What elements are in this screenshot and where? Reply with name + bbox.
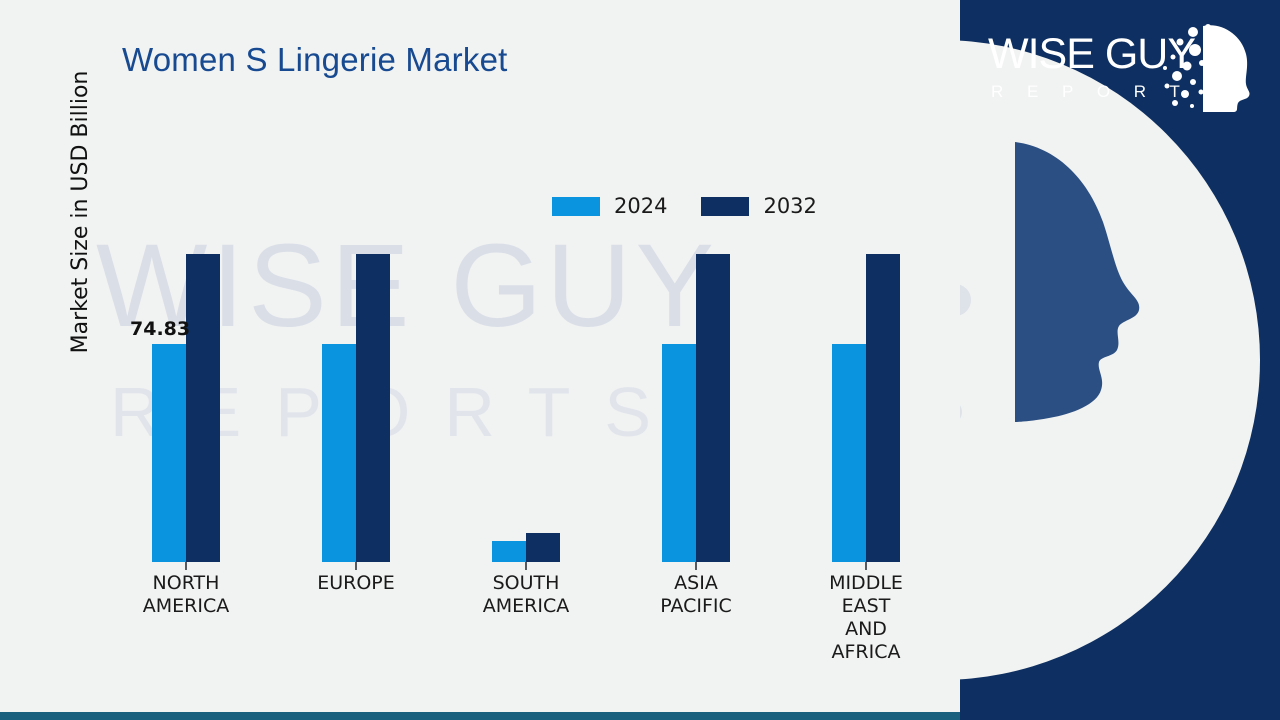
category-label-line: AND [845, 618, 887, 640]
bar-2032-north-america[interactable] [186, 254, 220, 562]
category-label-line: AFRICA [831, 641, 901, 663]
axis-tick [525, 562, 527, 570]
bottom-accent-strip [0, 712, 960, 720]
bar-2024-europe[interactable] [322, 344, 356, 562]
bar-2032-asia-pacific[interactable] [696, 254, 730, 562]
legend-item-2032[interactable]: 2032 [701, 194, 817, 218]
legend-label-2024: 2024 [614, 194, 668, 218]
bar-value-label: 74.83 [130, 318, 191, 340]
legend-swatch-2024 [552, 196, 600, 216]
brand-panel: WISE GUY R E P O R T S [960, 0, 1280, 720]
bar-2032-south-america[interactable] [526, 533, 560, 562]
legend-swatch-2032 [701, 196, 750, 216]
axis-tick [355, 562, 357, 570]
category-label-north-america: NORTH AMERICA [116, 572, 256, 618]
axis-tick [185, 562, 187, 570]
logo-face-icon [1163, 24, 1250, 112]
category-label-line: EAST [841, 595, 891, 617]
logo-wordmark: WISE GUY [988, 30, 1196, 78]
category-label-south-america: SOUTH AMERICA [456, 572, 596, 618]
category-label-europe: EUROPE [286, 572, 426, 595]
category-label-middle-east-and-africa: MIDDLE EAST AND AFRICA [796, 572, 936, 664]
axis-tick [695, 562, 697, 570]
category-label-line: EUROPE [317, 572, 395, 594]
page-title: Women S Lingerie Market [122, 41, 508, 78]
bar-2024-north-america[interactable] [152, 344, 186, 562]
head-silhouette-icon [1015, 142, 1140, 422]
category-label-line: PACIFIC [660, 595, 732, 617]
category-label-line: AMERICA [482, 595, 570, 617]
category-label-line: SOUTH [492, 572, 560, 594]
category-label-line: MIDDLE [829, 572, 903, 594]
bar-2024-south-america[interactable] [492, 541, 526, 562]
legend-item-2024[interactable]: 2024 [552, 194, 667, 218]
legend-label-2032: 2032 [763, 194, 817, 218]
bar-2024-asia-pacific[interactable] [662, 344, 696, 562]
axis-tick [865, 562, 867, 570]
category-label-line: AMERICA [142, 595, 230, 617]
category-label-line: ASIA [674, 572, 718, 594]
bar-2032-europe[interactable] [356, 254, 390, 562]
plot-area: 74.83 NORTH AMERICA EUROPE SOUTH AMERICA ASIA P… [100, 160, 940, 663]
bar-2024-middle-east-and-africa[interactable] [832, 344, 866, 562]
y-axis-title: Market Size in USD Billion [67, 70, 93, 354]
bar-2032-middle-east-and-africa[interactable] [866, 254, 900, 562]
category-label-line: NORTH [152, 572, 220, 594]
chart-legend: 2024 2032 [552, 194, 817, 218]
category-label-asia-pacific: ASIA PACIFIC [626, 572, 766, 618]
logo-subtext: R E P O R T S [991, 82, 1225, 101]
decorative-dot-cluster [960, 284, 971, 419]
